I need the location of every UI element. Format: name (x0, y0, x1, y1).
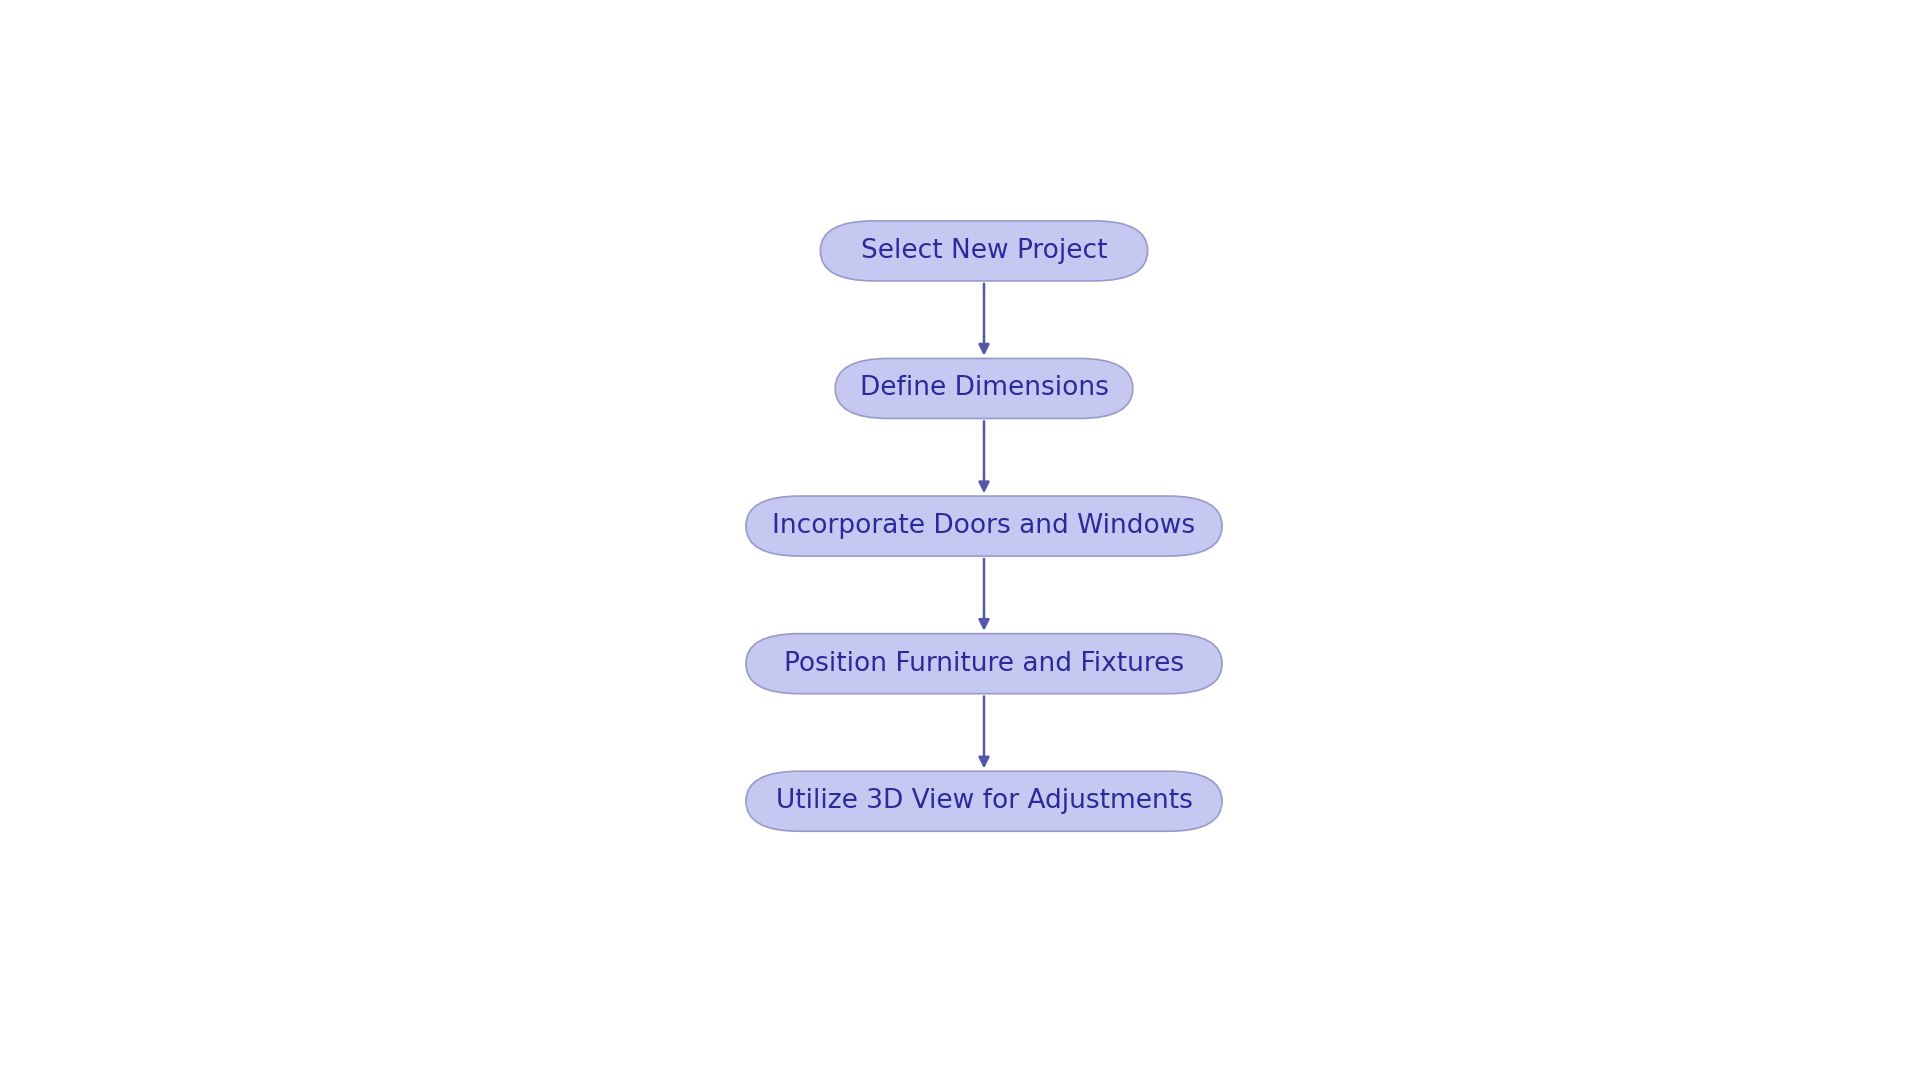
FancyBboxPatch shape (835, 358, 1133, 418)
Text: Utilize 3D View for Adjustments: Utilize 3D View for Adjustments (776, 788, 1192, 814)
Text: Incorporate Doors and Windows: Incorporate Doors and Windows (772, 513, 1196, 539)
Text: Define Dimensions: Define Dimensions (860, 376, 1108, 402)
Text: Position Furniture and Fixtures: Position Furniture and Fixtures (783, 651, 1185, 677)
FancyBboxPatch shape (745, 496, 1221, 556)
FancyBboxPatch shape (745, 771, 1221, 832)
FancyBboxPatch shape (745, 634, 1221, 694)
FancyBboxPatch shape (820, 221, 1148, 280)
Text: Select New Project: Select New Project (860, 238, 1108, 264)
